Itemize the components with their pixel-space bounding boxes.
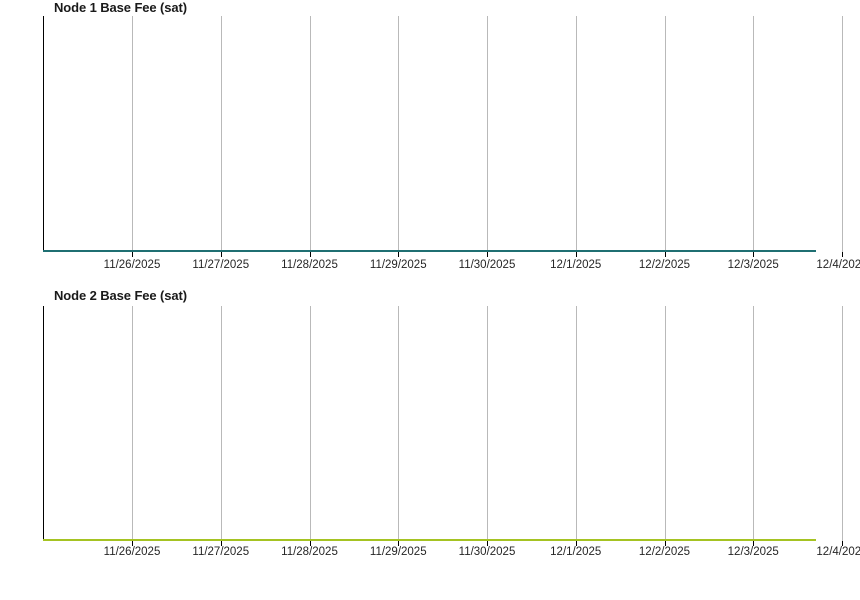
gridline-node-1 xyxy=(398,16,400,252)
x-axis-tick-node-2 xyxy=(132,541,133,546)
x-axis-tick-node-1 xyxy=(753,252,755,257)
plot-area-node-1 xyxy=(43,16,843,257)
x-axis-tick-label-node-1: 11/27/2025 xyxy=(192,259,250,271)
x-axis-tick-label-node-1: 11/28/2025 xyxy=(281,259,338,271)
chart-panel-node-1: Node 1 Base Fee (sat) 11/26/2025 11/27/20… xyxy=(0,0,860,288)
gridline-node-2 xyxy=(487,306,488,541)
x-axis-tick-node-2 xyxy=(842,541,843,546)
gridline-node-1 xyxy=(220,16,222,252)
chart-title-node-2: Node 2 Base Fee (sat) xyxy=(54,288,188,303)
gridline-node-2 xyxy=(309,306,311,541)
x-axis-tick-node-2 xyxy=(398,541,400,546)
gridline-node-1 xyxy=(487,16,488,252)
gridline-node-2 xyxy=(753,306,755,541)
x-axis-tick-node-2 xyxy=(487,541,488,546)
x-axis-tick-node-2 xyxy=(575,541,577,546)
plot-area-node-2 xyxy=(43,306,843,546)
x-axis-tick-label-node-2: 12/4/2025 xyxy=(816,546,860,558)
x-axis-tick-label-node-2: 12/1/2025 xyxy=(550,546,602,558)
x-axis-tick-label-node-1: 12/4/2025 xyxy=(816,259,860,271)
x-axis-tick-node-2 xyxy=(309,541,311,546)
y-axis-line-node-1 xyxy=(43,16,44,252)
y-axis-line-node-2 xyxy=(43,306,44,541)
x-axis-tick-labels-node-2: 11/26/2025 11/27/2025 11/28/2025 11/29/2025… xyxy=(43,545,860,561)
gridline-node-1 xyxy=(575,16,577,252)
x-axis-tick-label-node-1: 11/30/2025 xyxy=(458,259,516,271)
x-axis-tick-label-node-1: 12/1/2025 xyxy=(550,259,602,271)
gridline-node-1 xyxy=(753,16,755,252)
gridline-node-2 xyxy=(220,306,222,541)
x-axis-tick-label-node-2: 12/2/2025 xyxy=(638,546,691,558)
x-axis-tick-label-node-1: 12/2/2025 xyxy=(638,259,691,271)
x-axis-tick-label-node-1: 12/3/2025 xyxy=(727,259,779,271)
x-axis-tick-labels-node-1: 11/26/2025 11/27/2025 11/28/2025 11/29/2025… xyxy=(43,258,860,274)
x-axis-line-node-2 xyxy=(43,540,815,541)
x-axis-tick-node-1 xyxy=(487,252,488,257)
x-axis-tick-label-node-1: 11/29/2025 xyxy=(369,259,427,271)
gridline-node-1 xyxy=(132,16,133,252)
x-axis-tick-node-1 xyxy=(220,252,222,257)
x-axis-tick-node-1 xyxy=(132,252,133,257)
series-layer-node-1 xyxy=(43,16,816,252)
x-axis-tick-node-2 xyxy=(664,541,666,546)
x-axis-tick-node-1 xyxy=(664,252,666,257)
gridline-node-2 xyxy=(664,306,666,541)
chart-title-node-1: Node 1 Base Fee (sat) xyxy=(54,0,188,15)
gridline-node-2 xyxy=(842,306,843,541)
x-axis-line-node-1 xyxy=(43,251,815,252)
gridline-layer-node-2 xyxy=(43,306,843,541)
x-axis-tick-node-1 xyxy=(398,252,400,257)
gridline-layer-node-1 xyxy=(43,16,843,252)
x-axis-tick-label-node-2: 11/27/2025 xyxy=(192,546,250,558)
x-axis-tick-node-2 xyxy=(753,541,755,546)
x-axis-tick-node-2 xyxy=(220,541,222,546)
gridline-node-1 xyxy=(309,16,311,252)
x-axis-tick-node-1 xyxy=(309,252,311,257)
gridline-node-2 xyxy=(398,306,400,541)
x-axis-tick-node-1 xyxy=(842,252,843,257)
chart-panel-node-2: Node 2 Base Fee (sat) 11/26/2025 11/27/20… xyxy=(0,288,860,584)
gridline-node-2 xyxy=(132,306,133,541)
x-axis-tick-label-node-2: 11/26/2025 xyxy=(103,546,161,558)
x-axis-tick-node-1 xyxy=(575,252,577,257)
x-axis-tick-label-node-1: 11/26/2025 xyxy=(103,259,161,271)
series-layer-node-2 xyxy=(43,306,816,541)
x-axis-tick-label-node-2: 11/30/2025 xyxy=(458,546,516,558)
x-axis-tick-label-node-2: 11/29/2025 xyxy=(369,546,427,558)
gridline-node-1 xyxy=(664,16,666,252)
x-axis-tick-label-node-2: 11/28/2025 xyxy=(281,546,338,558)
x-axis-tick-label-node-2: 12/3/2025 xyxy=(727,546,779,558)
gridline-node-2 xyxy=(575,306,577,541)
gridline-node-1 xyxy=(842,16,843,252)
